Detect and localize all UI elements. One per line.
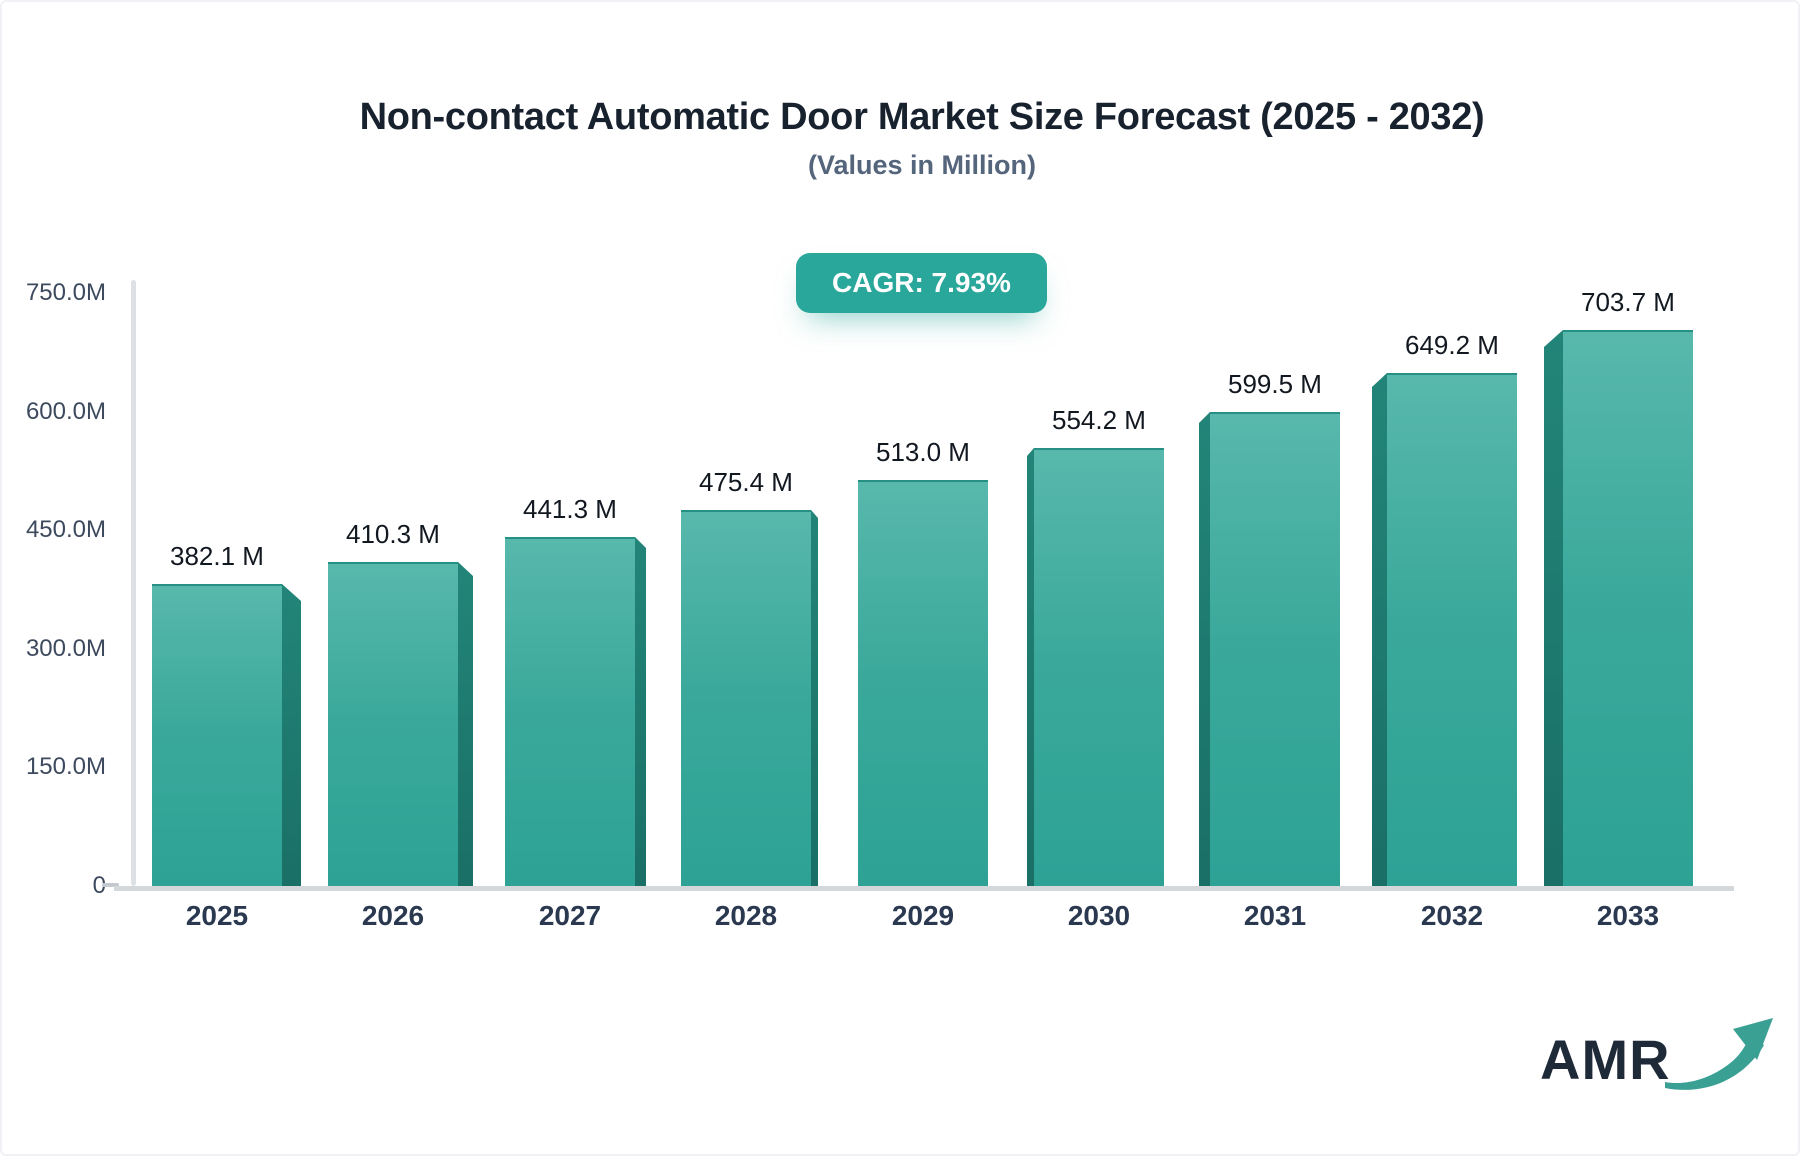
zero-tick-mark xyxy=(102,883,119,887)
bar-value-label: 599.5 M xyxy=(1228,369,1322,399)
bar-3d-side xyxy=(1544,330,1563,886)
y-tick-label: 300.0M xyxy=(25,634,106,662)
x-tick-label: 2033 xyxy=(1596,900,1660,931)
bar-value-label: 410.3 M xyxy=(346,519,440,549)
bar-3d-side xyxy=(1199,412,1210,886)
amr-logo: AMR xyxy=(1540,1018,1779,1098)
amr-logo-text: AMR xyxy=(1540,1027,1671,1091)
growth-arrow-icon xyxy=(1664,1018,1773,1090)
y-tick-label: 750.0M xyxy=(25,279,106,306)
bar-value-label: 475.4 M xyxy=(699,467,793,497)
bar xyxy=(681,510,811,886)
bar-3d-side xyxy=(1027,448,1034,886)
bar-value-label: 554.2 M xyxy=(1052,405,1146,435)
bar-3d-side xyxy=(282,584,301,886)
y-tick-label: 450.0M xyxy=(25,516,106,544)
x-tick-label: 2028 xyxy=(714,900,778,931)
x-tick-label: 2027 xyxy=(538,900,602,931)
x-tick-label: 2031 xyxy=(1243,900,1307,931)
bar-value-label: 441.3 M xyxy=(523,494,617,524)
bar-3d-side xyxy=(1372,373,1387,886)
bar xyxy=(505,537,635,886)
bar-value-label: 513.0 M xyxy=(876,437,970,467)
y-tick-label: 0 xyxy=(92,872,106,899)
x-tick-label: 2030 xyxy=(1067,900,1131,931)
chart-subtitle: (Values in Million) xyxy=(807,150,1037,180)
bar-3d-side xyxy=(635,537,646,886)
x-tick-label: 2025 xyxy=(185,900,249,931)
y-axis-line xyxy=(131,280,136,886)
bar xyxy=(1563,330,1693,886)
bar xyxy=(328,562,458,886)
x-axis-line xyxy=(114,886,1734,891)
bar xyxy=(1387,373,1517,886)
bar-3d-side xyxy=(458,562,473,886)
bar-value-label: 703.7 M xyxy=(1581,287,1675,317)
y-tick-label: 150.0M xyxy=(25,753,106,781)
chart-title: Non-contact Automatic Door Market Size F… xyxy=(359,96,1485,138)
x-tick-label: 2026 xyxy=(361,900,425,931)
y-tick-label: 600.0M xyxy=(25,397,106,425)
bar xyxy=(1034,448,1164,886)
bar-value-label: 649.2 M xyxy=(1405,330,1499,360)
x-tick-label: 2029 xyxy=(891,900,955,931)
cagr-badge: CAGR: 7.93% xyxy=(796,253,1047,313)
bar xyxy=(1210,412,1340,886)
bar-value-label: 382.1 M xyxy=(170,541,264,571)
x-tick-label: 2032 xyxy=(1420,900,1484,931)
bar-3d-side xyxy=(811,510,818,886)
bar xyxy=(152,584,282,886)
bar xyxy=(858,480,988,886)
